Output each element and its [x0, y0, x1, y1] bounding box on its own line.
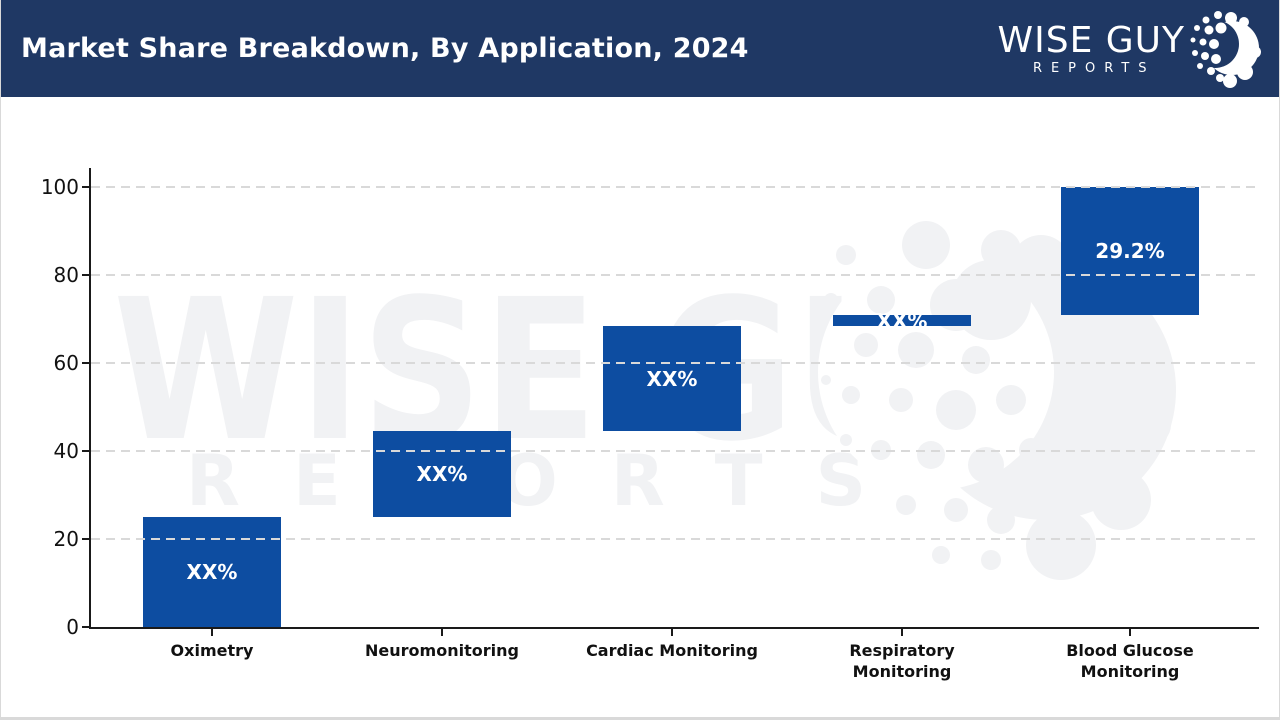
y-tick-label: 80	[53, 263, 79, 287]
x-category-label: Neuromonitoring	[365, 641, 519, 660]
bar-segment: XX%	[833, 309, 971, 333]
x-axis-tick	[901, 627, 903, 636]
x-axis-tick	[671, 627, 673, 636]
brand-subtitle: REPORTS	[1032, 61, 1156, 76]
x-axis-tick	[441, 627, 443, 636]
bar-value-label: XX%	[416, 461, 468, 486]
watermark-text-line2: REPORTS	[186, 440, 866, 522]
bar-segment: 29.2%	[1061, 187, 1199, 316]
y-axis-tick	[82, 538, 91, 540]
bar-segment: XX%	[603, 326, 741, 431]
bar-value-label: XX%	[876, 308, 928, 333]
x-axis-line	[89, 627, 1259, 629]
brand-logo-text: WISE GUY REPORTS	[997, 20, 1186, 77]
y-axis-tick	[82, 274, 91, 276]
y-tick-label: 0	[66, 615, 79, 639]
y-axis-line	[89, 168, 91, 629]
bar-segment: XX%	[143, 517, 281, 627]
bar-value-label: XX%	[186, 560, 238, 584]
x-axis-tick	[1129, 627, 1131, 636]
x-axis-tick	[211, 627, 213, 636]
header: Market Share Breakdown, By Application, …	[1, 0, 1279, 97]
gridline	[91, 450, 1259, 452]
brand-name: WISE GUY	[997, 20, 1185, 61]
bar-value-label: XX%	[646, 366, 698, 391]
x-category-label: Oximetry	[170, 641, 254, 660]
page-title: Market Share Breakdown, By Application, …	[21, 33, 749, 64]
y-axis-tick	[82, 362, 91, 364]
y-tick-label: 60	[53, 351, 79, 375]
y-tick-label: 20	[53, 527, 79, 551]
gridline	[91, 362, 1259, 364]
y-axis-tick	[82, 626, 91, 628]
x-category-label: Blood Glucose Monitoring	[1066, 641, 1194, 681]
gridline	[91, 538, 1259, 540]
gridline	[91, 186, 1259, 188]
x-category-label: Respiratory Monitoring	[849, 641, 955, 681]
y-axis-tick	[82, 186, 91, 188]
y-tick-label: 40	[53, 439, 79, 463]
gridline	[91, 274, 1259, 276]
brand-head-icon	[1190, 10, 1261, 88]
x-category-label: Cardiac Monitoring	[586, 641, 758, 660]
bar-value-label: 29.2%	[1095, 239, 1165, 264]
brand-logo: WISE GUY REPORTS	[998, 6, 1264, 92]
y-tick-label: 100	[40, 175, 79, 199]
bar-segment: XX%	[373, 430, 511, 517]
y-axis-tick	[82, 450, 91, 452]
